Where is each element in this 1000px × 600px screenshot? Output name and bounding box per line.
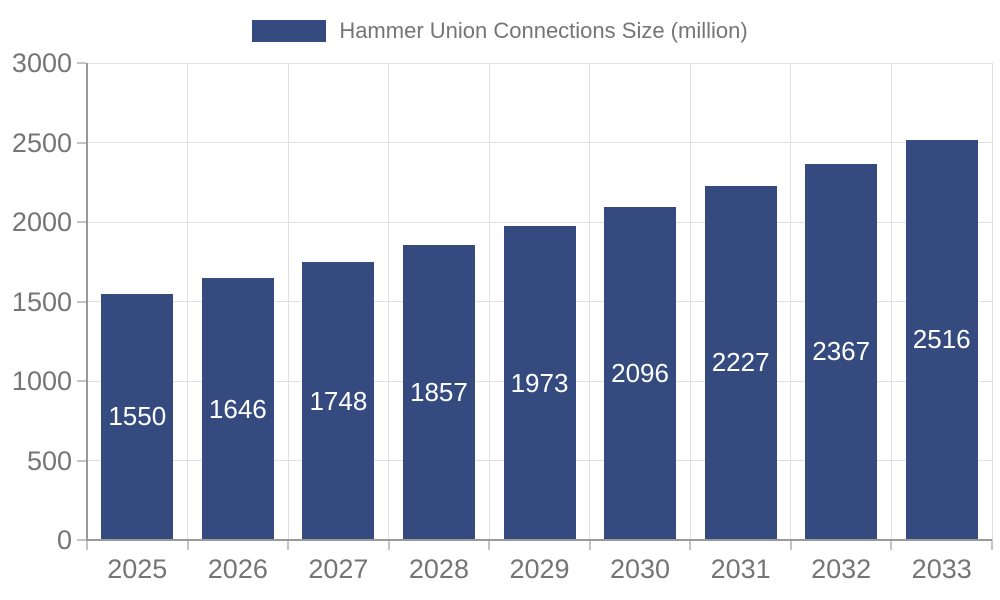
y-axis-label: 500 [26, 445, 72, 476]
bar-value-label: 2227 [711, 347, 770, 378]
x-axis-tick [689, 540, 692, 550]
y-axis-label: 0 [56, 525, 72, 555]
y-axis-label: 1000 [11, 366, 72, 396]
bar-value-label: 1857 [410, 376, 468, 407]
plot-area: 0 500 1000 1500 2000 2500 3000 1550 2025 1646 2026… [12, 48, 993, 584]
x-axis-label: 2031 [710, 554, 771, 584]
x-axis-tick [789, 540, 792, 550]
v-gridline [589, 63, 591, 540]
y-axis-label: 2500 [11, 127, 72, 158]
bar-value-label: 1550 [108, 401, 167, 432]
x-axis-label: 2028 [408, 554, 469, 584]
bar-value-label: 1646 [208, 393, 267, 424]
chart-legend[interactable]: Hammer Union Connections Size (million) [0, 18, 1000, 44]
y-axis-label: 3000 [11, 48, 72, 78]
bar-2025: 1550 [101, 293, 174, 540]
y-axis-tick [77, 141, 86, 144]
bar-2026: 1646 [201, 278, 274, 540]
v-gridline [388, 63, 390, 540]
v-gridline [689, 63, 691, 540]
h-gridline [87, 142, 992, 143]
bar-2029: 1973 [503, 226, 576, 540]
y-axis-tick [77, 221, 86, 223]
y-axis-tick [77, 300, 86, 303]
x-axis-tick [86, 540, 88, 550]
x-axis-label: 2033 [911, 554, 972, 584]
x-axis-label: 2025 [107, 554, 168, 584]
x-axis-tick [991, 540, 993, 550]
x-axis-tick [890, 540, 893, 550]
bar-2033: 2516 [905, 139, 978, 540]
bar-2031: 2227 [704, 185, 777, 540]
x-axis-tick [488, 540, 491, 550]
x-axis-line [86, 539, 992, 541]
bar-value-label: 1748 [309, 385, 368, 416]
x-axis-label: 2026 [207, 554, 268, 584]
y-axis-line [86, 63, 88, 540]
bar-value-label: 2096 [611, 357, 669, 388]
h-gridline [87, 221, 992, 223]
legend-swatch [252, 20, 327, 42]
v-gridline [287, 63, 289, 540]
h-gridline [87, 62, 992, 64]
v-gridline [890, 63, 892, 540]
v-gridline [187, 63, 189, 540]
y-axis-label: 1500 [11, 286, 72, 317]
bar-2030: 2096 [604, 206, 677, 540]
v-gridline [488, 63, 490, 540]
v-gridline [790, 63, 792, 540]
bar-2032: 2367 [805, 163, 878, 540]
x-axis-tick [287, 540, 290, 550]
bar-2028: 1857 [402, 244, 475, 540]
y-axis-tick [77, 539, 86, 541]
x-axis-label: 2029 [509, 554, 570, 584]
x-axis-tick [186, 540, 189, 550]
y-axis-tick [77, 62, 86, 64]
bar-value-label: 1973 [510, 367, 569, 398]
y-axis-tick [77, 380, 86, 382]
x-axis-label: 2032 [811, 554, 872, 584]
bar-2027: 1748 [302, 262, 375, 540]
v-gridline [991, 63, 993, 540]
x-axis-label: 2030 [610, 554, 671, 584]
legend-label: Hammer Union Connections Size (million) [339, 18, 748, 43]
y-axis-tick [77, 459, 86, 462]
x-axis-label: 2027 [308, 554, 369, 584]
bar-value-label: 2367 [812, 336, 871, 367]
x-axis-tick [387, 540, 390, 550]
x-axis-tick [588, 540, 591, 550]
y-axis-label: 2000 [11, 207, 72, 237]
bar-value-label: 2516 [912, 324, 971, 355]
